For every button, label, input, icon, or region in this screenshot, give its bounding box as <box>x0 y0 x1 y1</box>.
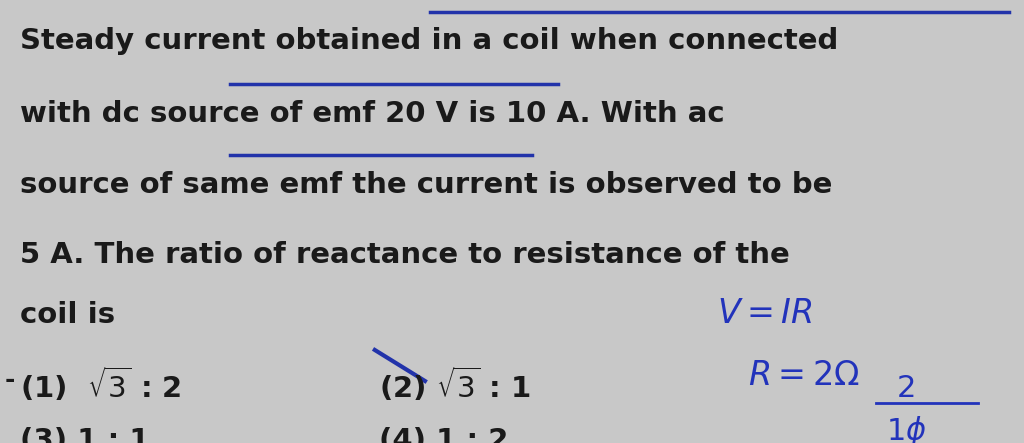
Text: $\mathit{V = IR}$: $\mathit{V = IR}$ <box>717 297 812 330</box>
Text: with dc source of emf 20 V is 10 A. With ac: with dc source of emf 20 V is 10 A. With… <box>20 100 725 128</box>
Text: $\mathit{R = 2\Omega}$: $\mathit{R = 2\Omega}$ <box>748 359 859 392</box>
Text: source of same emf the current is observed to be: source of same emf the current is observ… <box>20 171 833 198</box>
Text: $\mathit{2}$: $\mathit{2}$ <box>896 374 914 403</box>
Text: Steady current obtained in a coil when connected: Steady current obtained in a coil when c… <box>20 27 839 54</box>
Text: (1)  $\sqrt{3}$ : 2: (1) $\sqrt{3}$ : 2 <box>20 365 182 404</box>
Text: $\mathit{1\phi}$: $\mathit{1\phi}$ <box>886 414 927 443</box>
Text: (3) 1 : 1: (3) 1 : 1 <box>20 427 151 443</box>
Text: (4) 1 : 2: (4) 1 : 2 <box>379 427 508 443</box>
Text: coil is: coil is <box>20 301 116 329</box>
Text: (2) $\sqrt{3}$ : 1: (2) $\sqrt{3}$ : 1 <box>379 365 530 404</box>
Text: -: - <box>5 368 15 392</box>
Text: 5 A. The ratio of reactance to resistance of the: 5 A. The ratio of reactance to resistanc… <box>20 241 791 269</box>
